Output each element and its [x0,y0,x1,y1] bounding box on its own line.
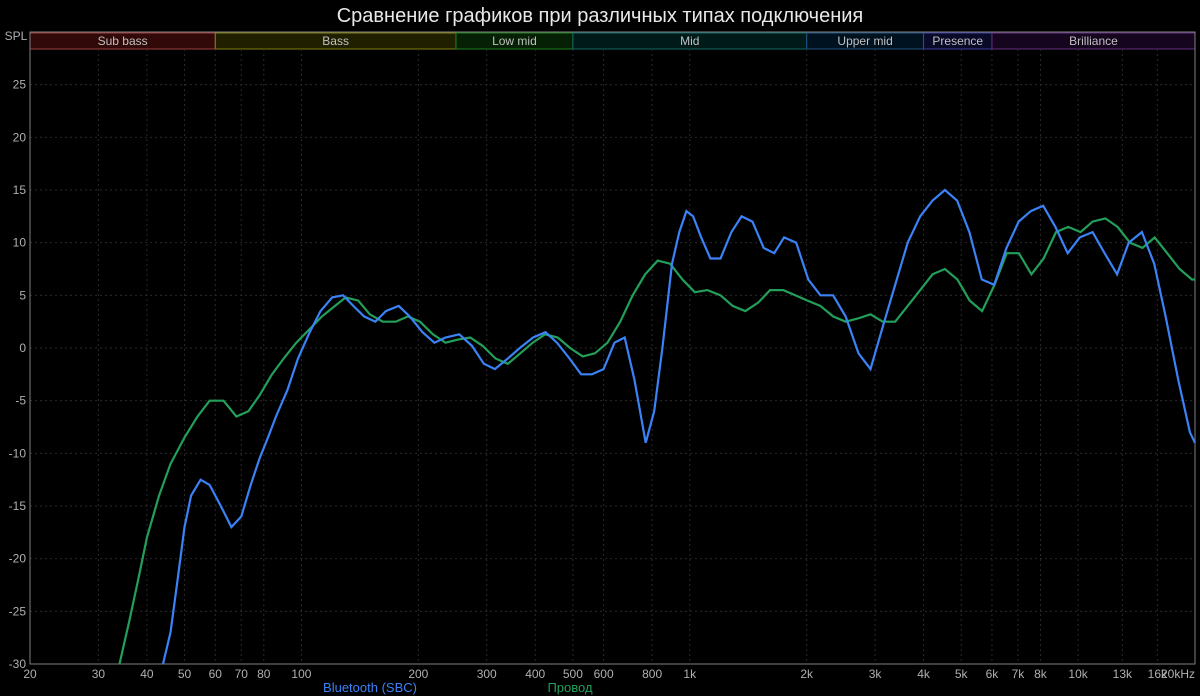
x-tick-label: 500 [563,667,583,681]
x-tick-label: 300 [477,667,497,681]
x-tick-label: 400 [525,667,545,681]
x-tick-label: 8k [1034,667,1048,681]
y-tick-label: -25 [9,604,27,618]
y-tick-label: -20 [9,552,27,566]
x-tick-label: 1k [683,667,697,681]
x-tick-label: 10k [1068,667,1088,681]
x-tick-label: 20kHz [1161,667,1195,681]
frequency-response-chart: Sub bass Bass Low mid Mid Upper mid Presence B… [0,0,1200,696]
x-tick-label: 200 [408,667,428,681]
y-tick-label: 0 [19,341,26,355]
x-tick-label: 6k [986,667,1000,681]
x-tick-label: 80 [257,667,271,681]
x-tick-label: 2k [800,667,814,681]
y-tick-label: -5 [15,394,26,408]
y-tick-label: 25 [13,78,27,92]
series-line [163,190,1195,664]
y-tick-label: -10 [9,446,27,460]
y-tick-label: 5 [19,288,26,302]
x-tick-label: 13k [1113,667,1133,681]
x-tick-label: 800 [642,667,662,681]
legend-label: Bluetooth (SBC) [323,680,417,695]
legend-label: Провод [547,680,593,695]
x-tick-label: 7k [1012,667,1026,681]
x-tick-label: 70 [235,667,249,681]
x-tick-label: 40 [140,667,154,681]
freq-band-label: Mid [680,34,699,48]
y-axis-unit: SPL [5,29,28,43]
series-line [120,218,1196,664]
freq-band-label: Upper mid [837,34,892,48]
y-tick-label: 10 [13,236,27,250]
x-tick-label: 600 [594,667,614,681]
freq-band-label: Low mid [492,34,537,48]
freq-band-label: Brilliance [1069,34,1118,48]
freq-band-label: Sub bass [98,34,148,48]
y-tick-label: -15 [9,499,27,513]
x-tick-label: 4k [917,667,931,681]
x-tick-label: 5k [955,667,969,681]
x-tick-label: 3k [869,667,883,681]
x-tick-label: 50 [178,667,192,681]
x-tick-label: 100 [291,667,311,681]
x-tick-label: 30 [92,667,106,681]
x-tick-label: 20 [23,667,37,681]
freq-band-label: Presence [932,34,983,48]
freq-band-label: Bass [322,34,349,48]
x-tick-label: 60 [209,667,223,681]
y-tick-label: 20 [13,130,27,144]
y-tick-label: 15 [13,183,27,197]
